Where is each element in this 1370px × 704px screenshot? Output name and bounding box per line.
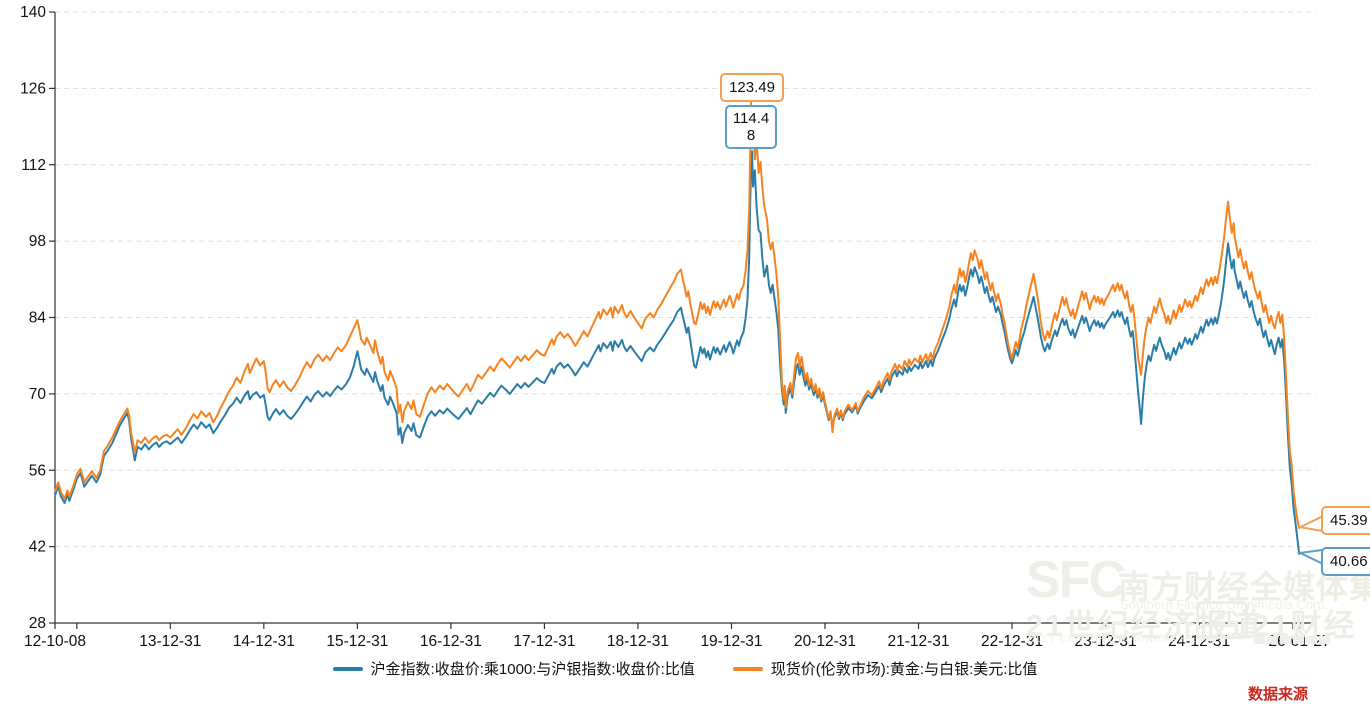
- x-tick-label: 20-12-31: [794, 633, 856, 650]
- x-tick-label: 17-12-31: [513, 633, 575, 650]
- y-tick-label: 42: [29, 539, 46, 556]
- series-line-shanghai-gold-silver: [54, 150, 1301, 555]
- legend-label-shanghai: 沪金指数:收盘价:乘1000:与沪银指数:收盘价:比值: [370, 661, 695, 678]
- y-tick-label: 126: [20, 80, 46, 97]
- x-tick-label: 15-12-31: [326, 633, 388, 650]
- y-tick-label: 98: [29, 233, 46, 250]
- annotation-london-peak: 123.49: [720, 73, 784, 103]
- annotation-shanghai-last: 40.66: [1321, 546, 1370, 576]
- x-tick-label: 24-12-31: [1168, 633, 1230, 650]
- callout-tail-london: [1296, 514, 1324, 533]
- chart-plot: 28 42 56 70 84 98 112 126 140 12-10-08 13-12-31 14-…: [20, 4, 1331, 650]
- x-tick-label: 12-10-08: [24, 633, 86, 650]
- y-tick-label: 112: [21, 157, 46, 174]
- y-tick-label: 70: [29, 386, 47, 403]
- legend-item-shanghai[interactable]: 沪金指数:收盘价:乘1000:与沪银指数:收盘价:比值: [332, 658, 695, 679]
- x-tick-label: 19-12-31: [700, 633, 762, 650]
- legend-swatch-shanghai-icon: [332, 666, 363, 671]
- annotation-london-last: 45.39: [1321, 506, 1370, 536]
- legend-swatch-london-icon: [732, 666, 763, 671]
- legend-item-london[interactable]: 现货价(伦敦市场):黄金:与白银:美元:比值: [732, 658, 1038, 679]
- data-source-label: 数据来源: [1248, 686, 1309, 703]
- y-tick-label: 84: [29, 310, 47, 327]
- legend: 沪金指数:收盘价:乘1000:与沪银指数:收盘价:比值 现货价(伦敦市场):黄金…: [0, 658, 1370, 679]
- x-tick-label: 13-12-31: [139, 633, 201, 650]
- x-tick-label: 16-12-31: [420, 633, 482, 650]
- y-tick-label: 28: [29, 615, 46, 632]
- callout-tail-shanghai: [1296, 548, 1324, 566]
- x-tick-label: 18-12-31: [607, 633, 669, 650]
- series-line-london-gold-silver: [54, 101, 1301, 530]
- x-tick-label: 22-12-31: [981, 633, 1043, 650]
- y-tick-label: 140: [20, 4, 46, 21]
- legend-label-london: 现货价(伦敦市场):黄金:与白银:美元:比值: [770, 661, 1038, 678]
- x-tick-label: 21-12-31: [887, 633, 949, 650]
- x-tick-label: 23-12-31: [1075, 633, 1137, 650]
- annotation-shanghai-peak: 114.48: [725, 105, 778, 150]
- x-tick-label: 14-12-31: [233, 633, 295, 650]
- y-tick-label: 56: [29, 462, 46, 479]
- x-tick-label: 26-01-27: [1269, 633, 1331, 650]
